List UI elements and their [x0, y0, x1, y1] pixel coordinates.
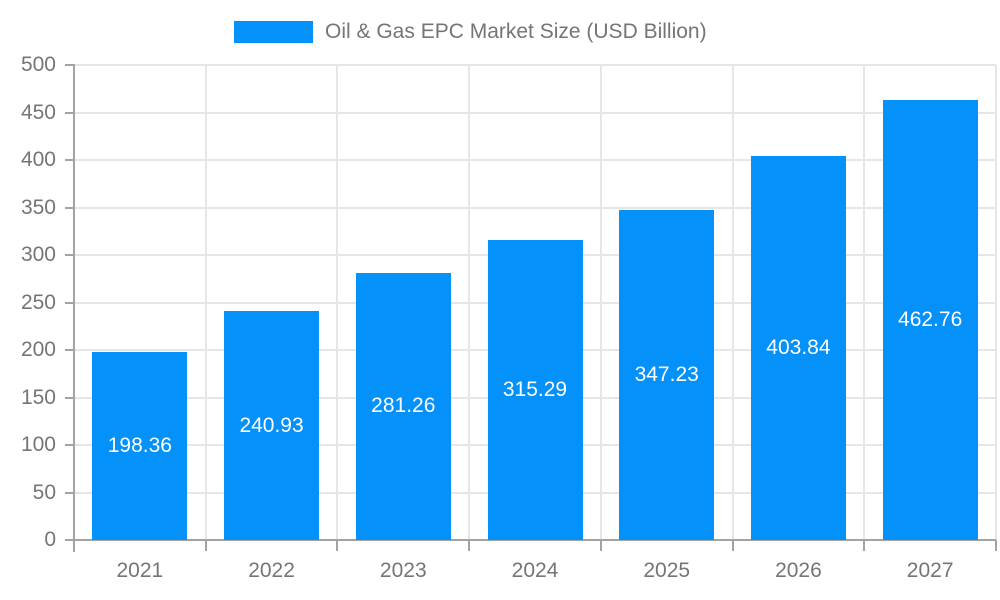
y-axis-tick-label: 400	[20, 148, 56, 171]
gridline-horizontal	[74, 159, 996, 161]
y-axis-tick-label: 100	[20, 433, 56, 456]
y-axis-tick	[65, 349, 74, 351]
y-axis-tick-label: 50	[32, 480, 56, 504]
bar-2026[interactable]: 403.84	[750, 156, 846, 540]
y-axis-tick	[65, 491, 74, 494]
y-axis-tick	[65, 444, 74, 446]
y-axis-tick-label: 200	[20, 338, 56, 361]
x-axis-line	[65, 539, 996, 541]
bar-2021[interactable]: 198.36	[92, 351, 188, 540]
y-axis-tick-label: 450	[20, 100, 56, 124]
gridline-vertical	[336, 65, 339, 540]
y-axis-tick	[65, 111, 74, 114]
bar-value-label: 281.26	[371, 394, 436, 418]
y-axis-tick-label: 500	[20, 53, 56, 76]
bar-value-label: 462.76	[898, 308, 963, 332]
x-axis-tick	[863, 540, 866, 551]
y-axis-tick	[65, 396, 74, 399]
y-axis-tick-label: 300	[20, 243, 56, 266]
gridline-vertical	[731, 65, 734, 540]
y-axis-tick	[65, 64, 74, 66]
y-axis-tick-label: 250	[20, 290, 56, 314]
x-axis-tick	[468, 540, 471, 551]
x-axis-tick-label: 2023	[379, 559, 427, 582]
y-axis-tick	[65, 159, 74, 161]
bar-value-label: 347.23	[634, 363, 699, 387]
legend-label: Oil & Gas EPC Market Size (USD Billion)	[325, 20, 707, 43]
bar-2022[interactable]: 240.93	[224, 311, 320, 540]
y-axis-tick	[65, 206, 74, 209]
y-axis-tick-label: 350	[20, 195, 56, 219]
legend-swatch	[234, 21, 313, 43]
bar-2027[interactable]: 462.76	[882, 100, 978, 540]
gridline-vertical	[863, 65, 866, 540]
gridline-horizontal	[74, 111, 996, 114]
y-axis-tick-label: 0	[44, 528, 56, 551]
x-axis-tick	[204, 540, 207, 551]
gridline-vertical	[468, 65, 471, 540]
x-axis-tick-label: 2027	[906, 559, 954, 582]
legend-item[interactable]: Oil & Gas EPC Market Size (USD Billion)	[234, 21, 707, 43]
bar-value-label: 240.93	[239, 413, 304, 437]
bar-2025[interactable]: 347.23	[619, 210, 715, 540]
gridline-vertical	[995, 65, 997, 540]
x-axis-tick-label: 2022	[248, 559, 295, 582]
x-axis-tick	[336, 540, 339, 551]
x-axis-tick-label: 2026	[775, 559, 822, 582]
bar-value-label: 403.84	[766, 336, 831, 360]
bar-2023[interactable]: 281.26	[355, 272, 451, 540]
gridline-horizontal	[74, 206, 996, 209]
x-axis-tick-label: 2021	[116, 559, 164, 582]
bar-2024[interactable]: 315.29	[487, 240, 583, 540]
x-axis-tick-label: 2025	[643, 559, 691, 582]
x-axis-tick-label: 2024	[511, 559, 559, 582]
x-axis-tick	[995, 540, 997, 551]
y-axis-tick-label: 150	[20, 385, 56, 409]
y-axis-line	[73, 64, 75, 552]
bar-value-label: 315.29	[502, 378, 568, 402]
y-axis-tick	[65, 254, 74, 256]
x-axis-tick	[599, 540, 602, 551]
gridline-horizontal	[74, 64, 996, 66]
x-axis-tick	[731, 540, 734, 551]
y-axis-tick	[65, 301, 74, 304]
bar-value-label: 198.36	[107, 433, 172, 457]
gridline-vertical	[599, 65, 602, 540]
gridline-vertical	[204, 65, 207, 540]
